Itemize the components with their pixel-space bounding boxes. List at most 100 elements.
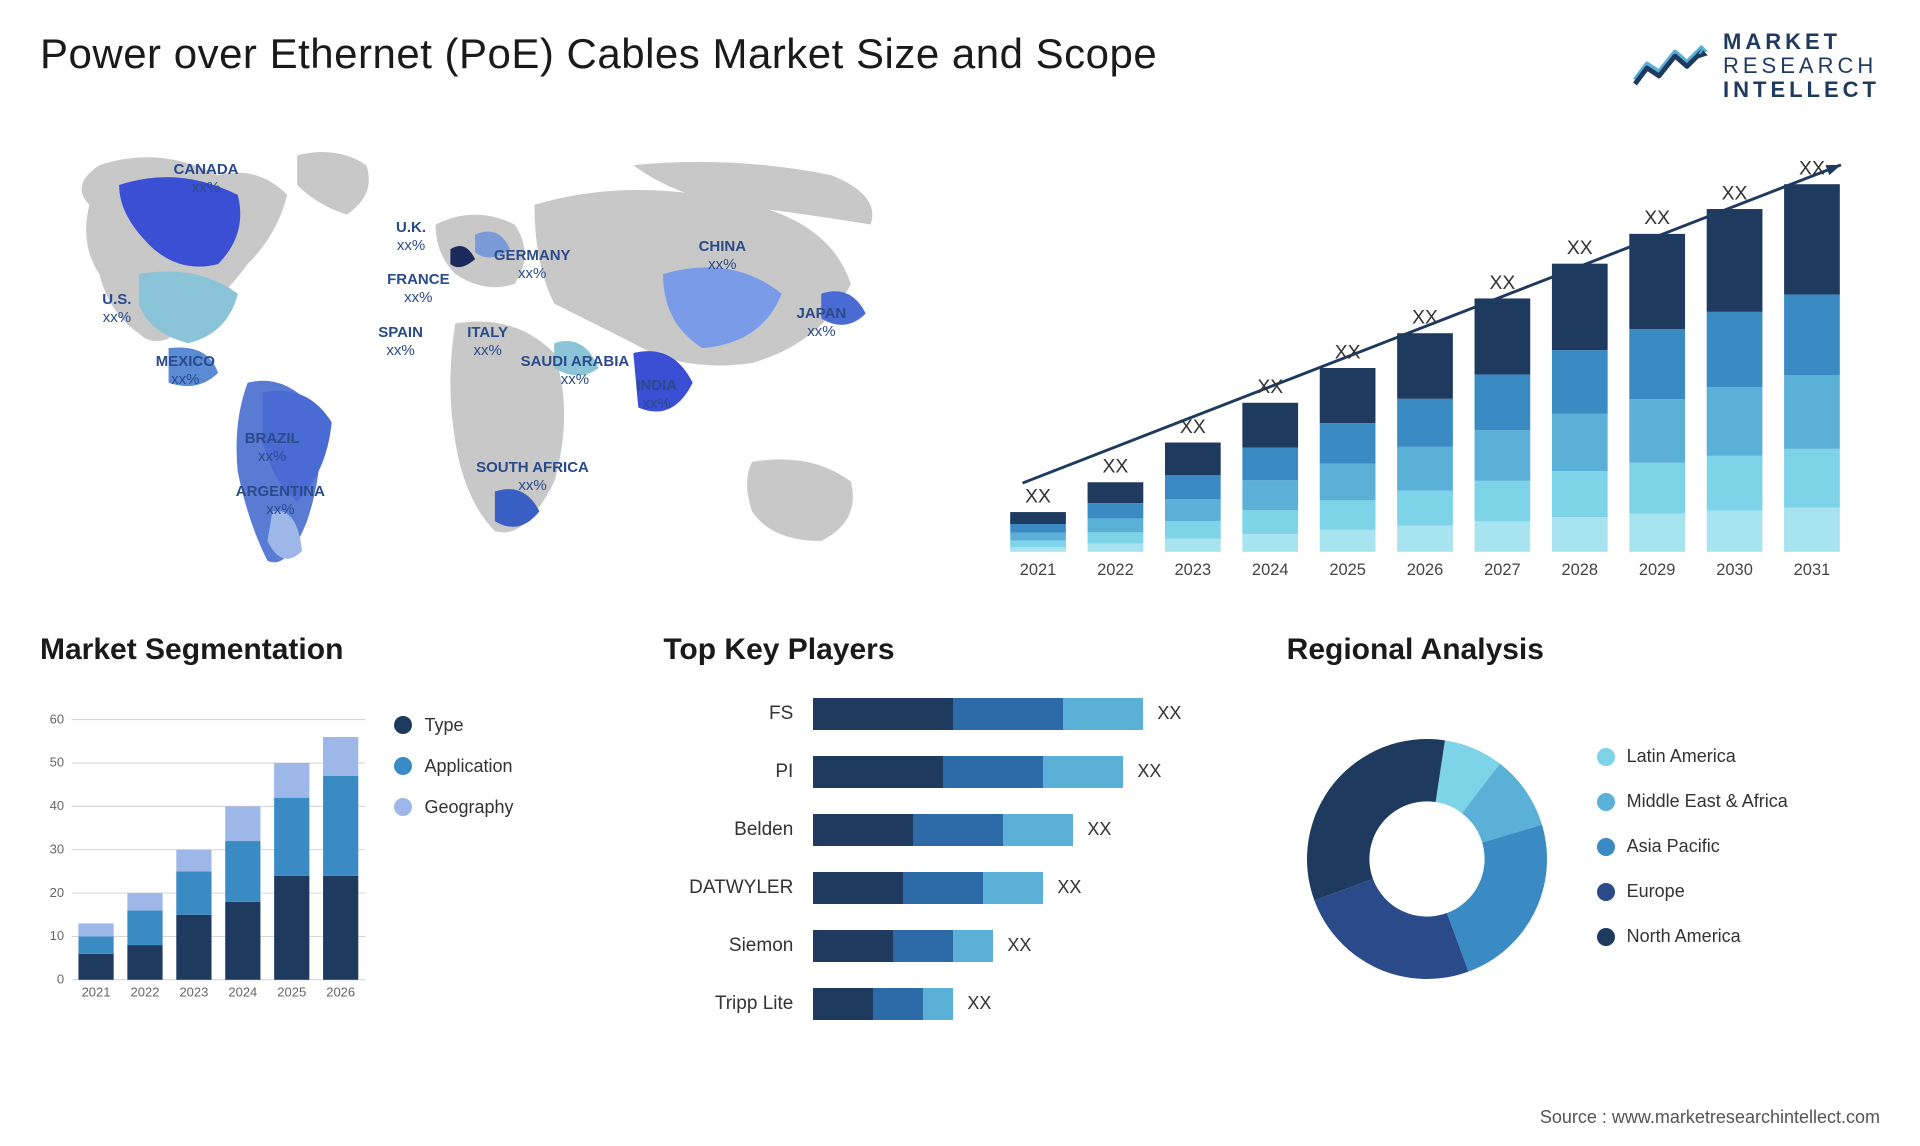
segmentation-chart: 0102030405060202120222023202420252026 [40,685,374,1033]
legend-label: Type [424,715,463,736]
regional-legend-item: Europe [1597,881,1880,902]
key-player-value: XX [967,993,991,1014]
map-country-label: ITALYxx% [467,324,508,360]
key-player-bar-segment [813,814,913,846]
svg-text:2030: 2030 [1716,561,1753,579]
key-player-bar-segment [1063,698,1143,730]
legend-label: Asia Pacific [1627,836,1720,857]
key-player-bar-row: XX [813,870,1256,906]
map-country-label: SPAINxx% [378,324,423,360]
svg-text:0: 0 [57,971,64,986]
map-country-label: INDIAxx% [636,377,677,413]
map-country-label: MEXICOxx% [156,353,215,389]
svg-text:XX: XX [1567,237,1593,259]
segmentation-section: Market Segmentation 01020304050602021202… [40,633,633,1033]
page-title: Power over Ethernet (PoE) Cables Market … [40,30,1157,78]
legend-label: Middle East & Africa [1627,791,1788,812]
legend-swatch [394,757,412,775]
regional-donut-chart [1287,719,1567,999]
svg-text:XX: XX [1257,376,1283,398]
svg-text:XX: XX [1722,182,1748,204]
segmentation-legend: Type Application Geography [394,685,633,1033]
key-player-bar-segment [913,814,1003,846]
svg-text:30: 30 [50,841,64,856]
svg-text:2025: 2025 [277,984,306,999]
logo-text: MARKET RESEARCH INTELLECT [1723,30,1880,103]
top-row: CANADAxx%U.S.xx%MEXICOxx%BRAZILxx%ARGENT… [40,123,1880,603]
segmentation-legend-item: Geography [394,797,633,818]
svg-text:2026: 2026 [1407,561,1444,579]
regional-legend: Latin AmericaMiddle East & AfricaAsia Pa… [1597,746,1880,971]
svg-text:2022: 2022 [1097,561,1134,579]
key-players-title: Top Key Players [663,633,1256,667]
regional-section: Regional Analysis Latin AmericaMiddle Ea… [1287,633,1880,1033]
key-player-bar-segment [813,988,873,1020]
key-player-bar-segment [953,698,1063,730]
legend-swatch [1597,883,1615,901]
svg-text:XX: XX [1489,271,1515,293]
svg-text:XX: XX [1799,157,1825,179]
source-attribution: Source : www.marketresearchintellect.com [1540,1107,1880,1128]
svg-text:2027: 2027 [1484,561,1521,579]
logo-icon [1631,34,1711,99]
svg-text:50: 50 [50,754,64,769]
key-player-bar-segment [813,930,893,962]
key-player-value: XX [1137,761,1161,782]
svg-text:2024: 2024 [228,984,257,999]
key-player-value: XX [1007,935,1031,956]
key-player-bar-segment [873,988,923,1020]
svg-text:20: 20 [50,884,64,899]
key-player-label: DATWYLER [689,877,793,899]
svg-text:2023: 2023 [1175,561,1212,579]
map-country-label: U.S.xx% [102,291,131,327]
regional-legend-item: Asia Pacific [1597,836,1880,857]
legend-swatch [1597,748,1615,766]
map-country-label: FRANCExx% [387,271,450,307]
key-player-bar [813,756,1123,788]
regional-legend-item: North America [1597,926,1880,947]
map-country-label: ARGENTINAxx% [236,483,325,519]
map-country-label: BRAZILxx% [245,430,300,466]
svg-text:10: 10 [50,928,64,943]
header: Power over Ethernet (PoE) Cables Market … [40,30,1880,103]
key-player-value: XX [1157,703,1181,724]
svg-text:XX: XX [1025,485,1051,507]
svg-text:60: 60 [50,711,64,726]
key-player-bar-segment [813,698,953,730]
svg-text:2023: 2023 [179,984,208,999]
legend-label: Geography [424,797,513,818]
key-player-bar-segment [893,930,953,962]
map-country-label: GERMANYxx% [494,247,571,283]
legend-swatch [1597,793,1615,811]
key-players-bars: XX XX XX XX XX XX [813,685,1256,1033]
key-player-bar-row: XX [813,696,1256,732]
key-player-bar-segment [813,872,903,904]
legend-label: Europe [1627,881,1685,902]
key-players-section: Top Key Players FSPIBeldenDATWYLERSiemon… [663,633,1256,1033]
key-player-bar [813,872,1043,904]
svg-text:2024: 2024 [1252,561,1289,579]
key-player-bar-segment [1003,814,1073,846]
legend-label: Application [424,756,512,777]
legend-label: North America [1627,926,1741,947]
key-player-bar-row: XX [813,986,1256,1022]
key-player-label: FS [769,703,793,725]
svg-text:2028: 2028 [1561,561,1598,579]
svg-text:XX: XX [1644,207,1670,229]
legend-swatch [1597,928,1615,946]
svg-text:2026: 2026 [326,984,355,999]
key-player-bar-segment [903,872,983,904]
legend-swatch [394,716,412,734]
segmentation-legend-item: Type [394,715,633,736]
svg-text:XX: XX [1103,455,1129,477]
map-country-label: CHINAxx% [699,238,747,274]
bottom-row: Market Segmentation 01020304050602021202… [40,633,1880,1033]
key-player-bar-segment [983,872,1043,904]
svg-text:2025: 2025 [1329,561,1366,579]
map-country-label: SAUDI ARABIAxx% [521,353,630,389]
map-country-label: JAPANxx% [797,305,847,341]
svg-text:2021: 2021 [82,984,111,999]
key-player-value: XX [1057,877,1081,898]
key-player-value: XX [1087,819,1111,840]
world-map-panel: CANADAxx%U.S.xx%MEXICOxx%BRAZILxx%ARGENT… [40,123,930,603]
